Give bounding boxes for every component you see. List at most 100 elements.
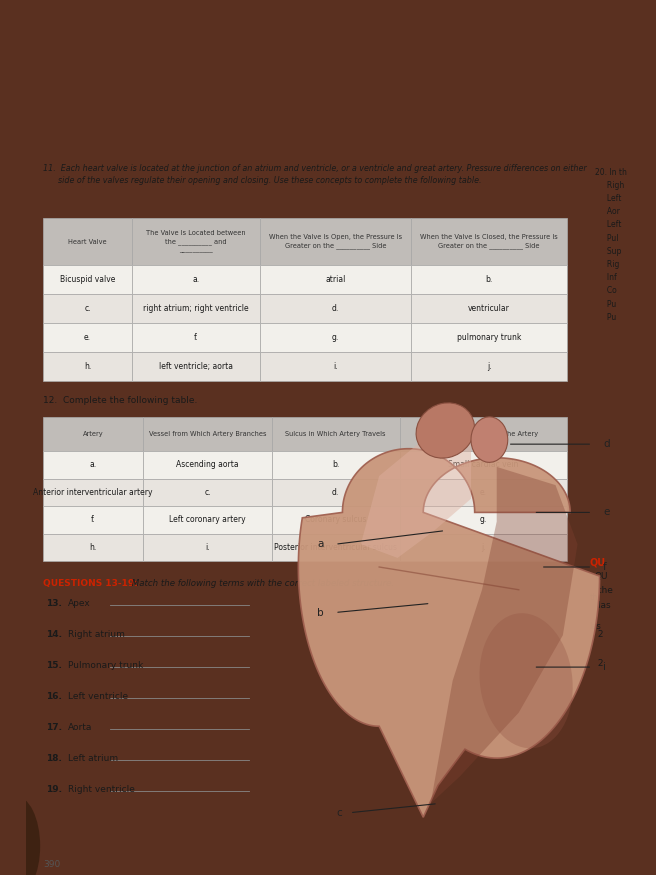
Text: a: a bbox=[318, 539, 324, 550]
Bar bbox=[400, 416, 567, 452]
Text: b.: b. bbox=[332, 460, 339, 470]
Text: e.: e. bbox=[84, 332, 91, 342]
Bar bbox=[133, 218, 260, 265]
Bar bbox=[272, 479, 400, 506]
Text: e: e bbox=[604, 507, 609, 517]
Text: a.: a. bbox=[90, 460, 96, 470]
Bar bbox=[144, 479, 272, 506]
Text: 19.: 19. bbox=[46, 786, 62, 794]
Text: Coronary sulcus: Coronary sulcus bbox=[305, 515, 367, 524]
Text: e.: e. bbox=[480, 488, 487, 497]
Text: b.: b. bbox=[485, 275, 493, 284]
Text: g.: g. bbox=[480, 515, 487, 524]
Text: Posterior interventricular sulcus: Posterior interventricular sulcus bbox=[274, 542, 398, 552]
Bar bbox=[400, 452, 567, 479]
Text: th: th bbox=[590, 593, 598, 603]
Text: f.: f. bbox=[91, 515, 96, 524]
Text: c.: c. bbox=[85, 304, 91, 313]
Text: f: f bbox=[604, 562, 607, 572]
Ellipse shape bbox=[0, 795, 40, 875]
Bar bbox=[272, 452, 400, 479]
Text: Right ventricle: Right ventricle bbox=[68, 786, 135, 794]
Text: Apex: Apex bbox=[68, 599, 91, 608]
Bar bbox=[43, 352, 133, 381]
Bar bbox=[133, 294, 260, 323]
Text: QUESTIONS 13-19:: QUESTIONS 13-19: bbox=[43, 579, 138, 588]
Text: QU
 the
 las

 2

 2: QU the las 2 2 bbox=[594, 572, 613, 668]
Text: f.: f. bbox=[194, 332, 199, 342]
Text: Left atrium: Left atrium bbox=[68, 754, 118, 764]
Polygon shape bbox=[298, 449, 600, 817]
Polygon shape bbox=[430, 467, 577, 803]
Text: 14.: 14. bbox=[46, 630, 62, 640]
Text: i.: i. bbox=[333, 361, 338, 371]
Text: Artery: Artery bbox=[83, 430, 104, 437]
Text: Anterior interventricular artery: Anterior interventricular artery bbox=[33, 488, 153, 497]
Text: a.: a. bbox=[193, 275, 200, 284]
Bar bbox=[260, 218, 411, 265]
Text: 13.: 13. bbox=[46, 599, 62, 608]
Text: las: las bbox=[590, 622, 602, 632]
Bar bbox=[133, 265, 260, 294]
Text: 18.: 18. bbox=[46, 754, 62, 764]
Bar bbox=[411, 265, 567, 294]
Bar bbox=[144, 506, 272, 534]
Bar bbox=[272, 506, 400, 534]
Bar bbox=[400, 534, 567, 561]
Text: b: b bbox=[318, 607, 324, 618]
Text: Left coronary artery: Left coronary artery bbox=[169, 515, 246, 524]
Text: g.: g. bbox=[332, 332, 339, 342]
Bar bbox=[43, 265, 133, 294]
Text: pulmonary trunk: pulmonary trunk bbox=[457, 332, 522, 342]
Polygon shape bbox=[361, 439, 471, 558]
Bar bbox=[411, 218, 567, 265]
Text: When the Valve Is Open, the Pressure Is
Greater on the __________ Side: When the Valve Is Open, the Pressure Is … bbox=[269, 234, 402, 248]
Text: h.: h. bbox=[84, 361, 91, 371]
Bar bbox=[43, 416, 144, 452]
Text: Bicuspid valve: Bicuspid valve bbox=[60, 275, 115, 284]
Text: When the Valve Is Closed, the Pressure Is
Greater on the __________ Side: When the Valve Is Closed, the Pressure I… bbox=[420, 234, 558, 248]
Text: h.: h. bbox=[89, 542, 97, 552]
Bar bbox=[133, 323, 260, 352]
Text: j.: j. bbox=[481, 542, 486, 552]
Ellipse shape bbox=[416, 402, 474, 458]
Ellipse shape bbox=[471, 416, 508, 462]
Bar bbox=[43, 294, 133, 323]
Bar bbox=[43, 452, 144, 479]
Bar bbox=[400, 506, 567, 534]
Bar bbox=[133, 352, 260, 381]
Text: Heart Valve: Heart Valve bbox=[68, 239, 107, 244]
Text: ventricular: ventricular bbox=[468, 304, 510, 313]
Ellipse shape bbox=[480, 613, 573, 748]
Text: Vein That Travels with the Artery: Vein That Travels with the Artery bbox=[429, 430, 538, 437]
Text: Vessel from Which Artery Branches: Vessel from Which Artery Branches bbox=[149, 430, 266, 437]
Bar bbox=[43, 534, 144, 561]
Text: atrial: atrial bbox=[325, 275, 346, 284]
Bar bbox=[43, 323, 133, 352]
Text: c: c bbox=[337, 808, 342, 818]
Bar bbox=[411, 294, 567, 323]
Bar bbox=[43, 506, 144, 534]
Text: 15.: 15. bbox=[46, 662, 62, 670]
Bar bbox=[260, 265, 411, 294]
Text: 390: 390 bbox=[43, 860, 60, 869]
Bar bbox=[260, 323, 411, 352]
Text: 20. In th
     Righ
     Left
     Aor
     Left
     Pul
     Sup
     Rig
    : 20. In th Righ Left Aor Left Pul Sup Rig bbox=[594, 167, 626, 322]
Bar bbox=[272, 534, 400, 561]
Bar bbox=[260, 352, 411, 381]
Bar bbox=[260, 294, 411, 323]
Bar bbox=[411, 352, 567, 381]
Text: Ascending aorta: Ascending aorta bbox=[176, 460, 239, 470]
Text: Pulmonary trunk: Pulmonary trunk bbox=[68, 662, 143, 670]
Bar bbox=[400, 479, 567, 506]
Text: d.: d. bbox=[332, 488, 339, 497]
Text: 17.: 17. bbox=[46, 724, 62, 732]
Bar bbox=[272, 416, 400, 452]
Text: 16.: 16. bbox=[46, 692, 62, 702]
Text: Small cardiac vein: Small cardiac vein bbox=[448, 460, 519, 470]
Text: d.: d. bbox=[332, 304, 339, 313]
Bar bbox=[43, 479, 144, 506]
Text: Match the following terms with the correct labeled structure.: Match the following terms with the corre… bbox=[129, 579, 394, 588]
Text: QU: QU bbox=[590, 557, 605, 567]
Text: 11.  Each heart valve is located at the junction of an atrium and ventricle, or : 11. Each heart valve is located at the j… bbox=[43, 164, 586, 185]
